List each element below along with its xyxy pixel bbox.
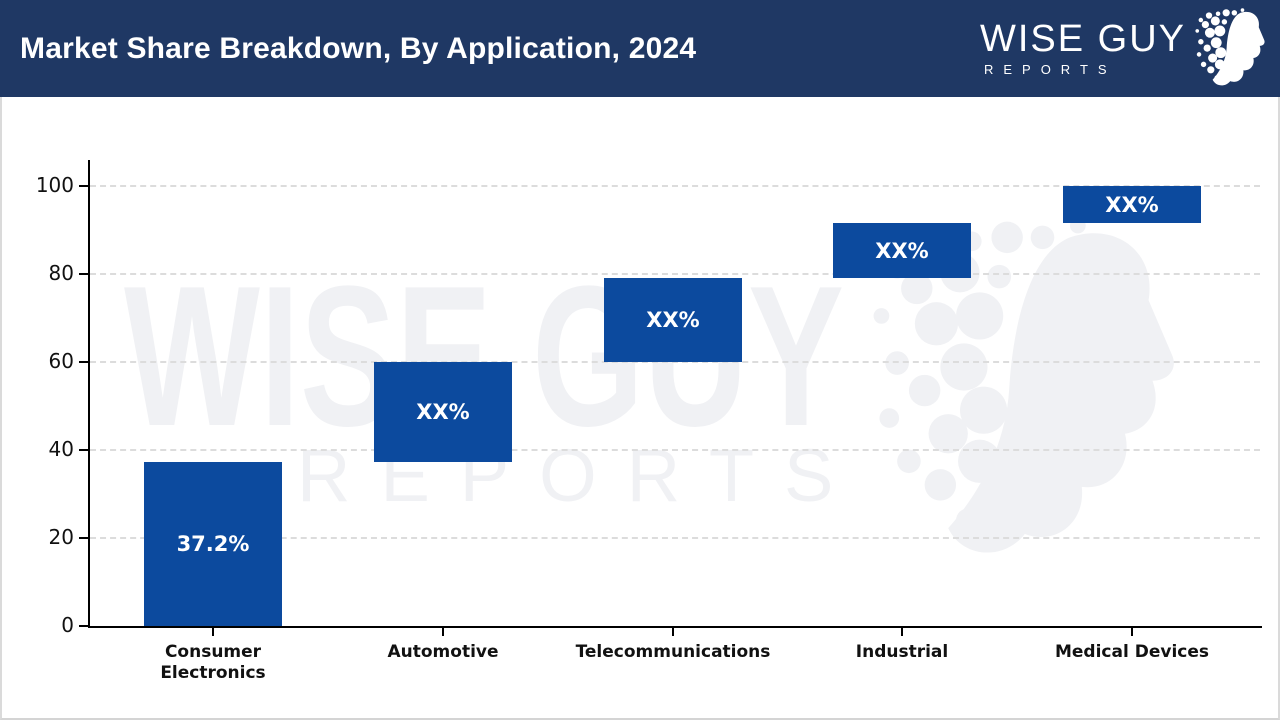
y-axis-tick	[79, 449, 88, 451]
y-axis-tick-label: 100	[35, 173, 74, 197]
x-axis-label-automotive: Automotive	[387, 642, 499, 662]
y-axis-tick-label: 40	[48, 437, 74, 461]
plot-area: 0 20 40 60 80 100 37.2% Consumer Electronics XX%…	[2, 97, 1278, 718]
x-axis-tick	[212, 628, 214, 636]
gridline-100	[90, 185, 1260, 187]
x-axis-label-industrial: Industrial	[855, 642, 949, 662]
bar-consumer-electronics: 37.2%	[144, 462, 282, 626]
y-axis-tick	[79, 273, 88, 275]
x-axis-label-telecommunications: Telecommunications	[575, 642, 771, 662]
x-axis-label-consumer-electronics: Consumer Electronics	[160, 642, 266, 684]
logo-text: WISE GUY REPORTS	[980, 20, 1186, 77]
brand-logo: WISE GUY REPORTS	[980, 7, 1266, 91]
x-axis-tick	[442, 628, 444, 636]
y-axis-line	[88, 160, 90, 628]
x-axis-tick	[672, 628, 674, 636]
bar-value-label: 37.2%	[176, 532, 250, 557]
logo-subtext: REPORTS	[983, 62, 1117, 77]
bar-value-label: XX%	[1105, 192, 1159, 217]
logo-face-icon	[1195, 7, 1265, 85]
bar-value-label: XX%	[416, 400, 470, 425]
bar-industrial: XX%	[833, 223, 971, 279]
bar-telecommunications: XX%	[604, 278, 742, 362]
gridline-20	[90, 537, 1260, 539]
bar-value-label: XX%	[875, 238, 929, 263]
bar-medical-devices: XX%	[1063, 186, 1201, 224]
x-axis-line	[88, 626, 1262, 628]
gridline-40	[90, 449, 1260, 451]
y-axis-tick	[79, 625, 88, 627]
y-axis-tick-label: 60	[48, 349, 74, 373]
header-bar: Market Share Breakdown, By Application, …	[0, 0, 1280, 97]
gridline-60	[90, 361, 1260, 363]
x-axis-label-medical-devices: Medical Devices	[1054, 642, 1209, 662]
chart-card: WISE GUY REPORTS 0 20 40 60 80 100 37.2% Consum…	[0, 97, 1280, 720]
y-axis-tick	[79, 537, 88, 539]
x-axis-tick	[901, 628, 903, 636]
x-axis-tick	[1131, 628, 1133, 636]
logo-wordmark: WISE GUY	[979, 18, 1186, 60]
y-axis-tick	[79, 361, 88, 363]
bar-automotive: XX%	[374, 362, 512, 463]
gridline-80	[90, 273, 1260, 275]
bar-value-label: XX%	[646, 308, 700, 333]
y-axis-tick-label: 0	[61, 613, 74, 637]
y-axis-tick	[79, 185, 88, 187]
y-axis-tick-label: 20	[48, 525, 74, 549]
y-axis-tick-label: 80	[48, 261, 74, 285]
page-title: Market Share Breakdown, By Application, …	[20, 31, 697, 65]
